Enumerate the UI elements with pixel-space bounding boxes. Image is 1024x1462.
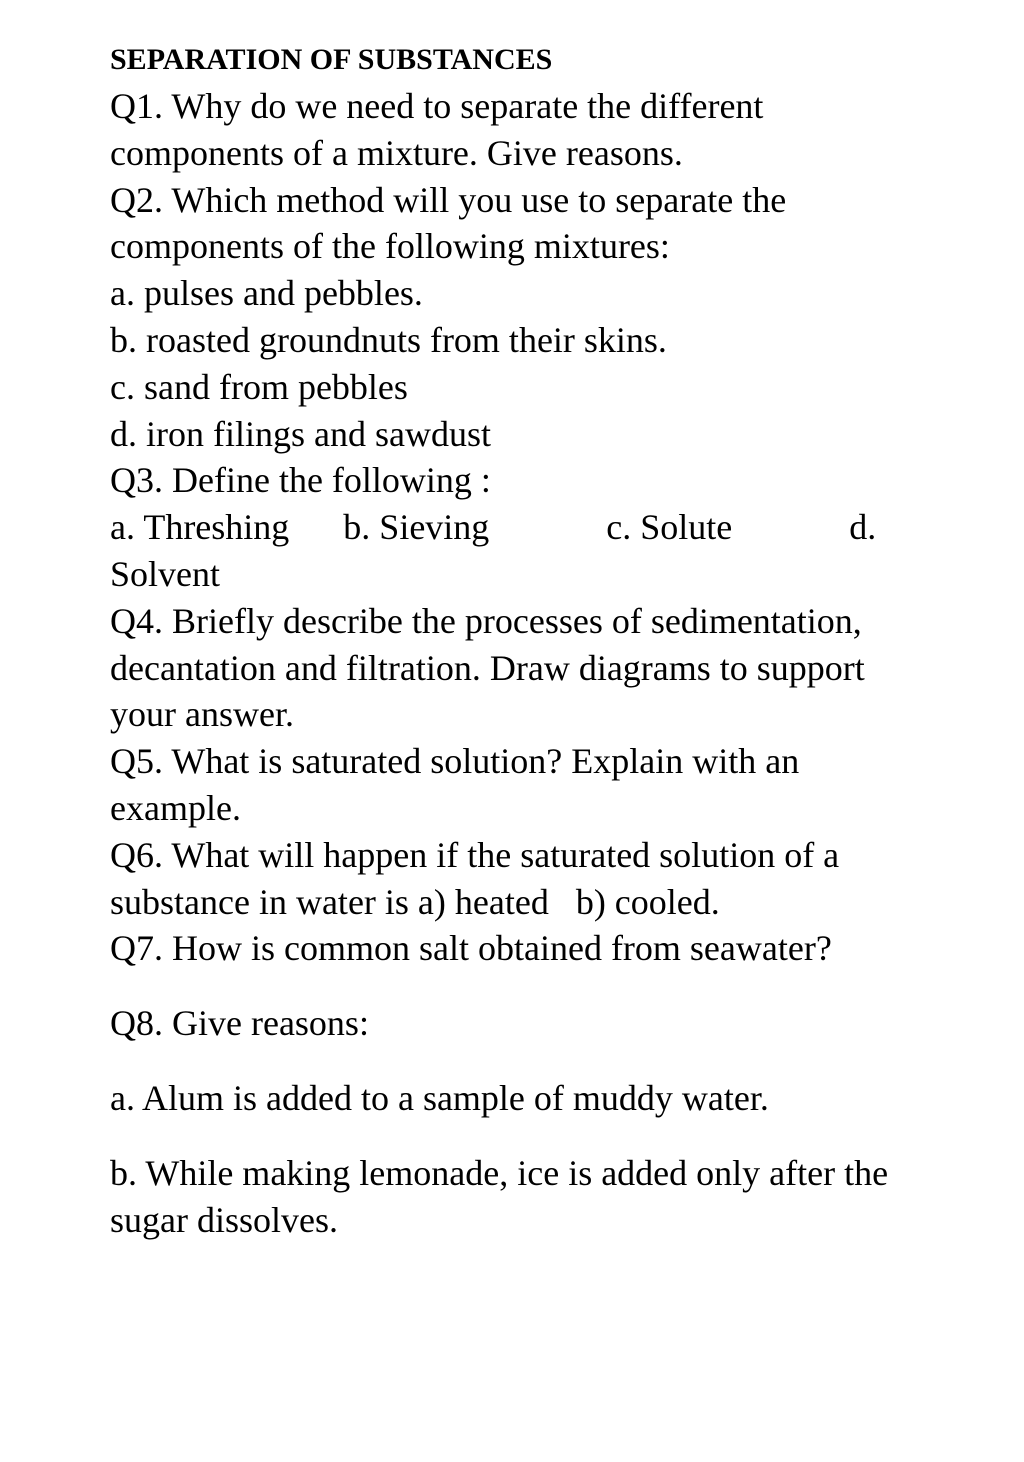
- q8-heading: Q8. Give reasons:: [110, 1000, 914, 1047]
- questions-block-1: Q1. Why do we need to separate the diffe…: [110, 83, 914, 972]
- paragraph-gap: [110, 972, 914, 1000]
- paragraph-gap: [110, 1122, 914, 1150]
- paragraph-gap: [110, 1047, 914, 1075]
- q8-item-b: b. While making lemonade, ice is added o…: [110, 1150, 914, 1244]
- q8-item-a: a. Alum is added to a sample of muddy wa…: [110, 1075, 914, 1122]
- worksheet-title: SEPARATION OF SUBSTANCES: [110, 40, 914, 79]
- worksheet-page: SEPARATION OF SUBSTANCES Q1. Why do we n…: [0, 0, 1024, 1462]
